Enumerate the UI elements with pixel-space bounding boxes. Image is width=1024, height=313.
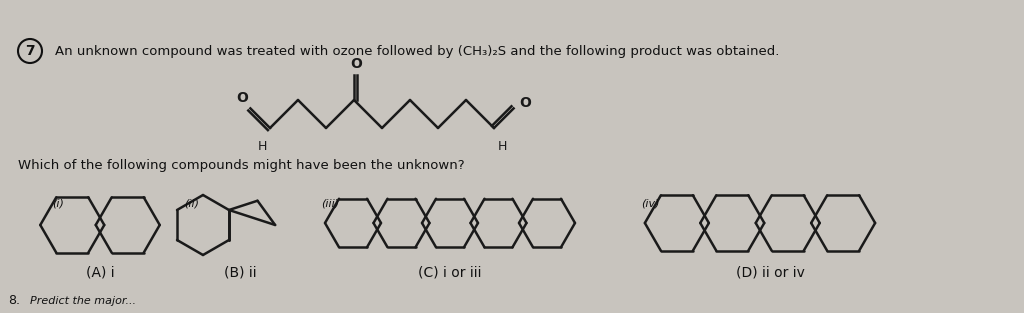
Text: (iv): (iv) (641, 198, 659, 208)
Text: (iii): (iii) (321, 198, 339, 208)
Text: O: O (237, 91, 249, 105)
Text: (C) i or iii: (C) i or iii (418, 266, 481, 280)
Text: (i): (i) (52, 198, 63, 208)
Text: 7: 7 (26, 44, 35, 58)
Text: (ii): (ii) (184, 198, 200, 208)
Text: (D) ii or iv: (D) ii or iv (735, 266, 805, 280)
Text: Predict the major...: Predict the major... (30, 296, 136, 306)
Text: O: O (519, 96, 531, 110)
Text: O: O (350, 58, 361, 71)
Text: H: H (498, 140, 507, 152)
Text: Which of the following compounds might have been the unknown?: Which of the following compounds might h… (18, 158, 465, 172)
Text: An unknown compound was treated with ozone followed by (CH₃)₂S and the following: An unknown compound was treated with ozo… (55, 44, 779, 58)
Text: H: H (257, 140, 266, 152)
Text: 8.: 8. (8, 295, 20, 307)
Text: (A) i: (A) i (86, 266, 115, 280)
Text: (B) ii: (B) ii (223, 266, 256, 280)
